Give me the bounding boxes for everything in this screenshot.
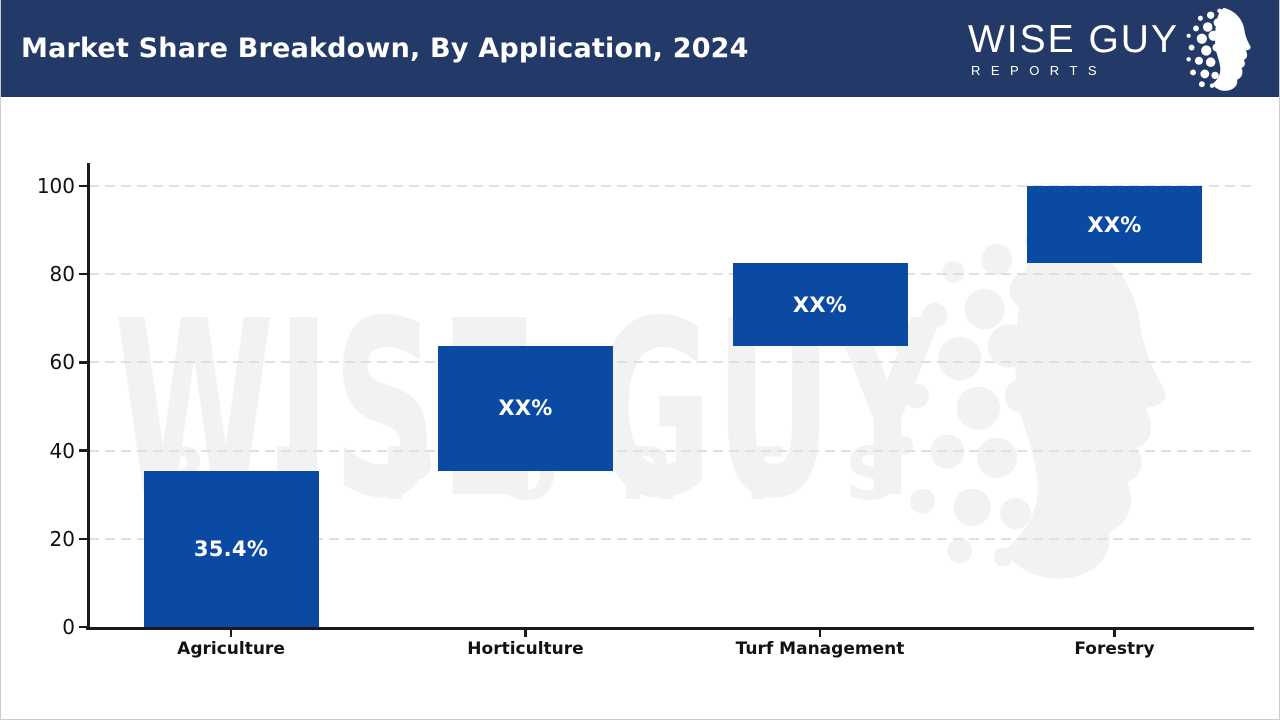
grid-line-60 bbox=[89, 361, 1254, 364]
x-tick-mark bbox=[1113, 629, 1116, 637]
bar-value-label: XX% bbox=[792, 292, 848, 317]
x-tick-mark bbox=[818, 629, 822, 637]
grid-line-100 bbox=[89, 185, 1254, 187]
x-tick-mark bbox=[229, 629, 233, 637]
x-category-label: Agriculture bbox=[177, 639, 285, 659]
bar-value-label: XX% bbox=[498, 396, 553, 421]
bar-segment: XX% bbox=[732, 263, 908, 347]
y-tick-label: 0 bbox=[62, 615, 75, 639]
header-bar: Market Share Breakdown, By Application, … bbox=[1, 0, 1279, 97]
grid-line-20 bbox=[89, 537, 1254, 540]
y-tick-label: 60 bbox=[49, 350, 75, 375]
logo-subtext: REPORTS bbox=[970, 62, 1108, 78]
y-tick-mark bbox=[79, 361, 88, 364]
y-tick-mark bbox=[79, 625, 88, 629]
logo-main-text: WISE GUY bbox=[967, 17, 1179, 61]
y-tick-label: 100 bbox=[36, 174, 75, 198]
bar-segment: 35.4% bbox=[143, 470, 319, 627]
page-title: Market Share Breakdown, By Application, … bbox=[21, 33, 749, 64]
x-category-label: Horticulture bbox=[467, 639, 584, 659]
x-axis bbox=[86, 627, 1254, 630]
x-category-label: Forestry bbox=[1074, 639, 1155, 659]
y-tick-label: 20 bbox=[49, 526, 75, 551]
x-tick-mark bbox=[524, 629, 527, 637]
y-axis bbox=[87, 163, 90, 629]
y-tick-mark bbox=[79, 449, 88, 452]
bar-segment: XX% bbox=[1027, 186, 1202, 264]
y-tick-mark bbox=[79, 537, 88, 541]
grid-line-80 bbox=[89, 273, 1254, 276]
y-tick-mark bbox=[79, 272, 88, 276]
bar-value-label: XX% bbox=[1087, 212, 1142, 237]
y-tick-label: 80 bbox=[49, 262, 75, 287]
bar-value-label: 35.4% bbox=[193, 536, 269, 561]
grid-line-40 bbox=[89, 449, 1254, 452]
y-tick-label: 40 bbox=[49, 438, 75, 463]
face-logo-icon bbox=[1181, 5, 1255, 93]
brand-logo: WISE GUY REPORTS bbox=[968, 5, 1255, 93]
x-category-label: Turf Management bbox=[735, 639, 905, 659]
y-tick-mark bbox=[79, 184, 88, 188]
logo-wordmark: WISE GUY REPORTS bbox=[968, 20, 1179, 78]
bar-segment: XX% bbox=[438, 346, 613, 471]
